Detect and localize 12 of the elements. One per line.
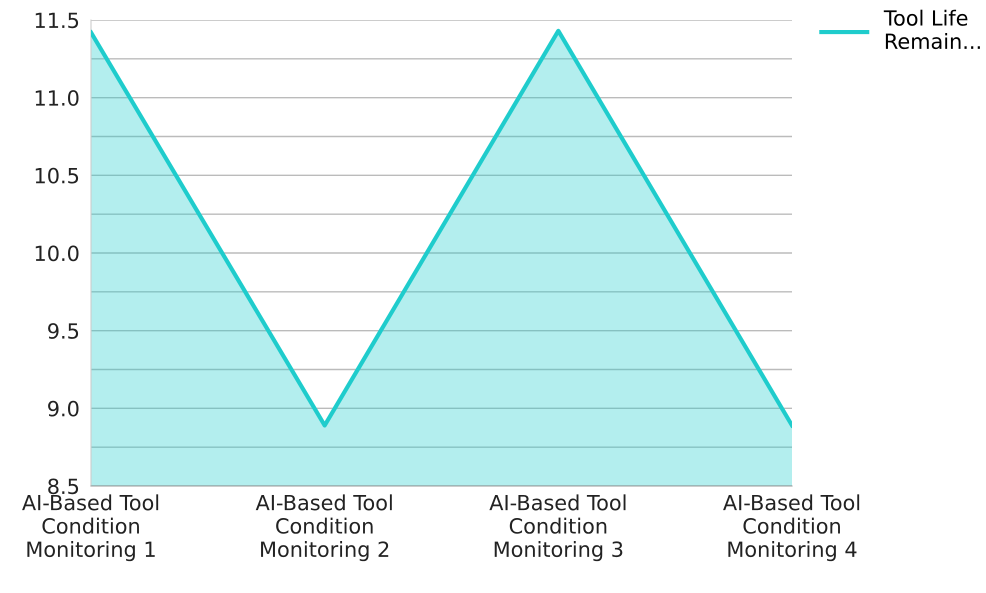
- y-tick-label: 9.5: [48, 323, 78, 339]
- y-tick-label: 9.0: [48, 400, 79, 417]
- y-tick-label: 10.5: [36, 168, 78, 184]
- x-tick-label: AI-Based Tool Condition Monitoring 2: [256, 494, 392, 562]
- y-tick-label: 11.5: [36, 12, 78, 28]
- y-tick-label: 10.0: [36, 245, 79, 262]
- x-tick-label: AI-Based Tool Condition Monitoring 3: [489, 494, 626, 562]
- x-tick-label: AI-Based Tool Condition Monitoring 4: [723, 494, 860, 562]
- legend-label: Tool Life Remain...: [884, 10, 980, 50]
- y-tick-label: 11.0: [36, 90, 79, 106]
- x-tick-label: AI-Based Tool Condition Monitoring 1: [22, 494, 158, 562]
- y-tick-label: 8.5: [48, 478, 78, 494]
